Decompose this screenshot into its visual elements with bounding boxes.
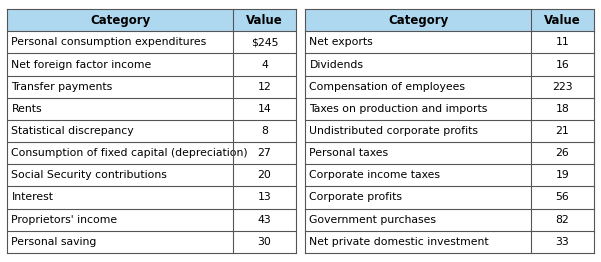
Bar [305, 164, 531, 186]
Bar [233, 31, 296, 53]
Bar [305, 120, 531, 142]
Bar [7, 9, 233, 31]
Bar [531, 76, 594, 98]
Text: 21: 21 [555, 126, 569, 136]
Bar [305, 31, 531, 53]
Text: Personal consumption expenditures: Personal consumption expenditures [11, 37, 207, 47]
Bar [7, 231, 233, 253]
Text: 56: 56 [555, 193, 569, 203]
Bar [233, 53, 296, 76]
Bar [233, 76, 296, 98]
Bar [305, 142, 531, 164]
Text: 30: 30 [257, 237, 272, 247]
Text: 11: 11 [555, 37, 569, 47]
Text: Social Security contributions: Social Security contributions [11, 170, 167, 180]
Bar [233, 209, 296, 231]
Text: 33: 33 [555, 237, 569, 247]
Text: Category: Category [388, 14, 448, 27]
Bar [7, 164, 233, 186]
Bar [233, 164, 296, 186]
Text: Value: Value [246, 14, 283, 27]
Text: Dividends: Dividends [310, 59, 364, 69]
Bar [305, 53, 531, 76]
Text: 20: 20 [257, 170, 272, 180]
Text: Compensation of employees: Compensation of employees [310, 82, 465, 92]
Bar [305, 98, 531, 120]
Bar [531, 231, 594, 253]
Bar [7, 76, 233, 98]
Text: Net foreign factor income: Net foreign factor income [11, 59, 151, 69]
Text: 223: 223 [552, 82, 573, 92]
Bar [305, 9, 594, 253]
Text: 16: 16 [555, 59, 569, 69]
Text: Statistical discrepancy: Statistical discrepancy [11, 126, 134, 136]
Text: 19: 19 [555, 170, 569, 180]
Bar [7, 209, 233, 231]
Bar [7, 98, 233, 120]
Bar [531, 98, 594, 120]
Bar [233, 186, 296, 209]
Text: 43: 43 [258, 215, 271, 225]
Text: Category: Category [90, 14, 150, 27]
Text: 4: 4 [261, 59, 268, 69]
Text: Personal saving: Personal saving [11, 237, 97, 247]
Bar [233, 142, 296, 164]
Text: Net exports: Net exports [310, 37, 373, 47]
Bar [233, 120, 296, 142]
Text: 14: 14 [258, 104, 271, 114]
Bar [7, 9, 296, 253]
Text: Taxes on production and imports: Taxes on production and imports [310, 104, 488, 114]
Bar [531, 53, 594, 76]
Text: Interest: Interest [11, 193, 53, 203]
Bar [305, 9, 531, 31]
Bar [531, 186, 594, 209]
Bar [305, 186, 531, 209]
Bar [531, 31, 594, 53]
Text: 26: 26 [555, 148, 569, 158]
Text: 18: 18 [555, 104, 569, 114]
Bar [233, 98, 296, 120]
Text: Personal taxes: Personal taxes [310, 148, 388, 158]
Text: 27: 27 [258, 148, 271, 158]
Text: Transfer payments: Transfer payments [11, 82, 112, 92]
Text: Corporate profits: Corporate profits [310, 193, 403, 203]
Bar [531, 164, 594, 186]
Text: Consumption of fixed capital (depreciation): Consumption of fixed capital (depreciati… [11, 148, 248, 158]
Bar [7, 120, 233, 142]
Text: 13: 13 [258, 193, 271, 203]
Text: Value: Value [544, 14, 581, 27]
Bar [531, 9, 594, 31]
Text: Rents: Rents [11, 104, 42, 114]
Text: Undistributed corporate profits: Undistributed corporate profits [310, 126, 478, 136]
Bar [305, 231, 531, 253]
Text: Corporate income taxes: Corporate income taxes [310, 170, 441, 180]
Bar [305, 209, 531, 231]
Bar [531, 142, 594, 164]
Bar [7, 142, 233, 164]
Text: Net private domestic investment: Net private domestic investment [310, 237, 489, 247]
Text: 12: 12 [258, 82, 271, 92]
Bar [305, 76, 531, 98]
Bar [7, 186, 233, 209]
Text: 82: 82 [555, 215, 569, 225]
Bar [7, 31, 233, 53]
Text: 8: 8 [261, 126, 268, 136]
Text: Government purchases: Government purchases [310, 215, 436, 225]
Bar [531, 209, 594, 231]
Bar [233, 9, 296, 31]
Bar [233, 231, 296, 253]
Text: Proprietors' income: Proprietors' income [11, 215, 118, 225]
Text: $245: $245 [251, 37, 278, 47]
Bar [531, 120, 594, 142]
Bar [7, 53, 233, 76]
